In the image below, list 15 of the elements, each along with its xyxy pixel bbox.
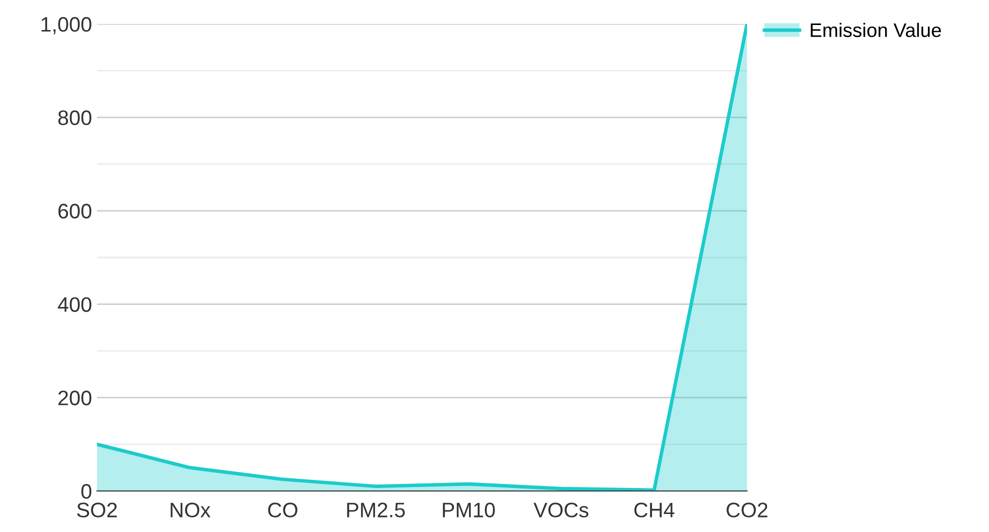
y-tick-label: 400	[58, 297, 92, 312]
x-tick-label: CO2	[726, 502, 768, 518]
y-tick-label: 1,000	[42, 17, 92, 34]
x-tick-label: SO2	[77, 502, 117, 518]
x-tick-label: CO	[268, 502, 298, 518]
y-tick-label: 0	[81, 484, 92, 499]
x-tick-label: CH4	[634, 502, 674, 518]
y-tick-label: 200	[58, 390, 92, 406]
x-tick-label: PM10	[442, 502, 495, 518]
x-tick-label: VOCs	[534, 502, 588, 518]
x-tick-label: PM2.5	[347, 502, 405, 518]
y-tick-label: 600	[58, 204, 92, 219]
x-tick-label: NOx	[170, 502, 210, 518]
legend-label: Emission Value	[810, 22, 941, 38]
y-tick-label: 800	[58, 110, 92, 126]
